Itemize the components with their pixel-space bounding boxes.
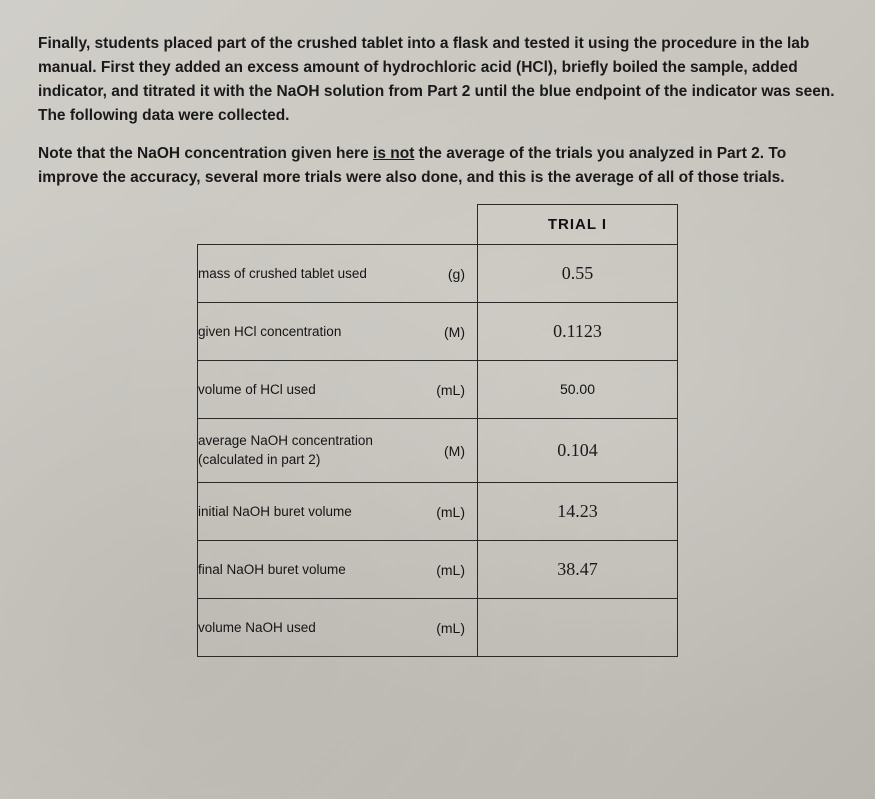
row-unit: (mL) xyxy=(436,562,465,578)
row-label: given HCl concentration xyxy=(198,323,341,341)
row-unit: (mL) xyxy=(436,382,465,398)
row-label: mass of crushed tablet used xyxy=(198,265,367,283)
data-table: TRIAL I mass of crushed tablet used (g) … xyxy=(197,204,678,657)
row-unit: (M) xyxy=(444,443,465,459)
row-value: 50.00 xyxy=(560,381,595,397)
row-label: initial NaOH buret volume xyxy=(198,503,352,521)
table-row: average NaOH concentration (calculated i… xyxy=(198,419,678,483)
row-label: volume NaOH used xyxy=(198,619,316,637)
row-label: average NaOH concentration (calculated i… xyxy=(198,432,388,468)
row-value-cell: 50.00 xyxy=(478,361,678,419)
table-row: volume NaOH used (mL) xyxy=(198,599,678,657)
row-label-cell: mass of crushed tablet used (g) xyxy=(198,245,478,303)
row-label-cell: volume NaOH used (mL) xyxy=(198,599,478,657)
p2-isnot: is not xyxy=(373,145,414,162)
row-value: 0.104 xyxy=(557,440,598,460)
row-unit: (g) xyxy=(448,266,465,282)
header-empty xyxy=(198,205,478,245)
table-row: given HCl concentration (M) 0.1123 xyxy=(198,303,678,361)
row-label-cell: volume of HCl used (mL) xyxy=(198,361,478,419)
row-value: 0.55 xyxy=(562,263,594,283)
row-value-cell: 0.1123 xyxy=(478,303,678,361)
intro-paragraph-1: Finally, students placed part of the cru… xyxy=(38,32,837,128)
row-value-cell: 14.23 xyxy=(478,483,678,541)
p2-part-a: Note that the NaOH concentration given h… xyxy=(38,145,373,162)
table-row: final NaOH buret volume (mL) 38.47 xyxy=(198,541,678,599)
row-unit: (mL) xyxy=(436,504,465,520)
header-trial: TRIAL I xyxy=(478,205,678,245)
row-label-cell: initial NaOH buret volume (mL) xyxy=(198,483,478,541)
table-header-row: TRIAL I xyxy=(198,205,678,245)
row-value-cell: 0.55 xyxy=(478,245,678,303)
row-unit: (mL) xyxy=(436,620,465,636)
row-label: final NaOH buret volume xyxy=(198,561,346,579)
row-label-cell: average NaOH concentration (calculated i… xyxy=(198,419,478,483)
row-unit: (M) xyxy=(444,324,465,340)
row-label: volume of HCl used xyxy=(198,381,316,399)
table-row: initial NaOH buret volume (mL) 14.23 xyxy=(198,483,678,541)
row-value: 0.1123 xyxy=(553,321,602,341)
document-body: Finally, students placed part of the cru… xyxy=(38,32,837,657)
row-value-cell: 38.47 xyxy=(478,541,678,599)
table-row: mass of crushed tablet used (g) 0.55 xyxy=(198,245,678,303)
row-label-cell: final NaOH buret volume (mL) xyxy=(198,541,478,599)
row-value-cell: 0.104 xyxy=(478,419,678,483)
intro-paragraph-2: Note that the NaOH concentration given h… xyxy=(38,142,837,190)
row-value-cell xyxy=(478,599,678,657)
row-value: 14.23 xyxy=(557,501,598,521)
row-label-cell: given HCl concentration (M) xyxy=(198,303,478,361)
table-row: volume of HCl used (mL) 50.00 xyxy=(198,361,678,419)
row-value: 38.47 xyxy=(557,559,598,579)
